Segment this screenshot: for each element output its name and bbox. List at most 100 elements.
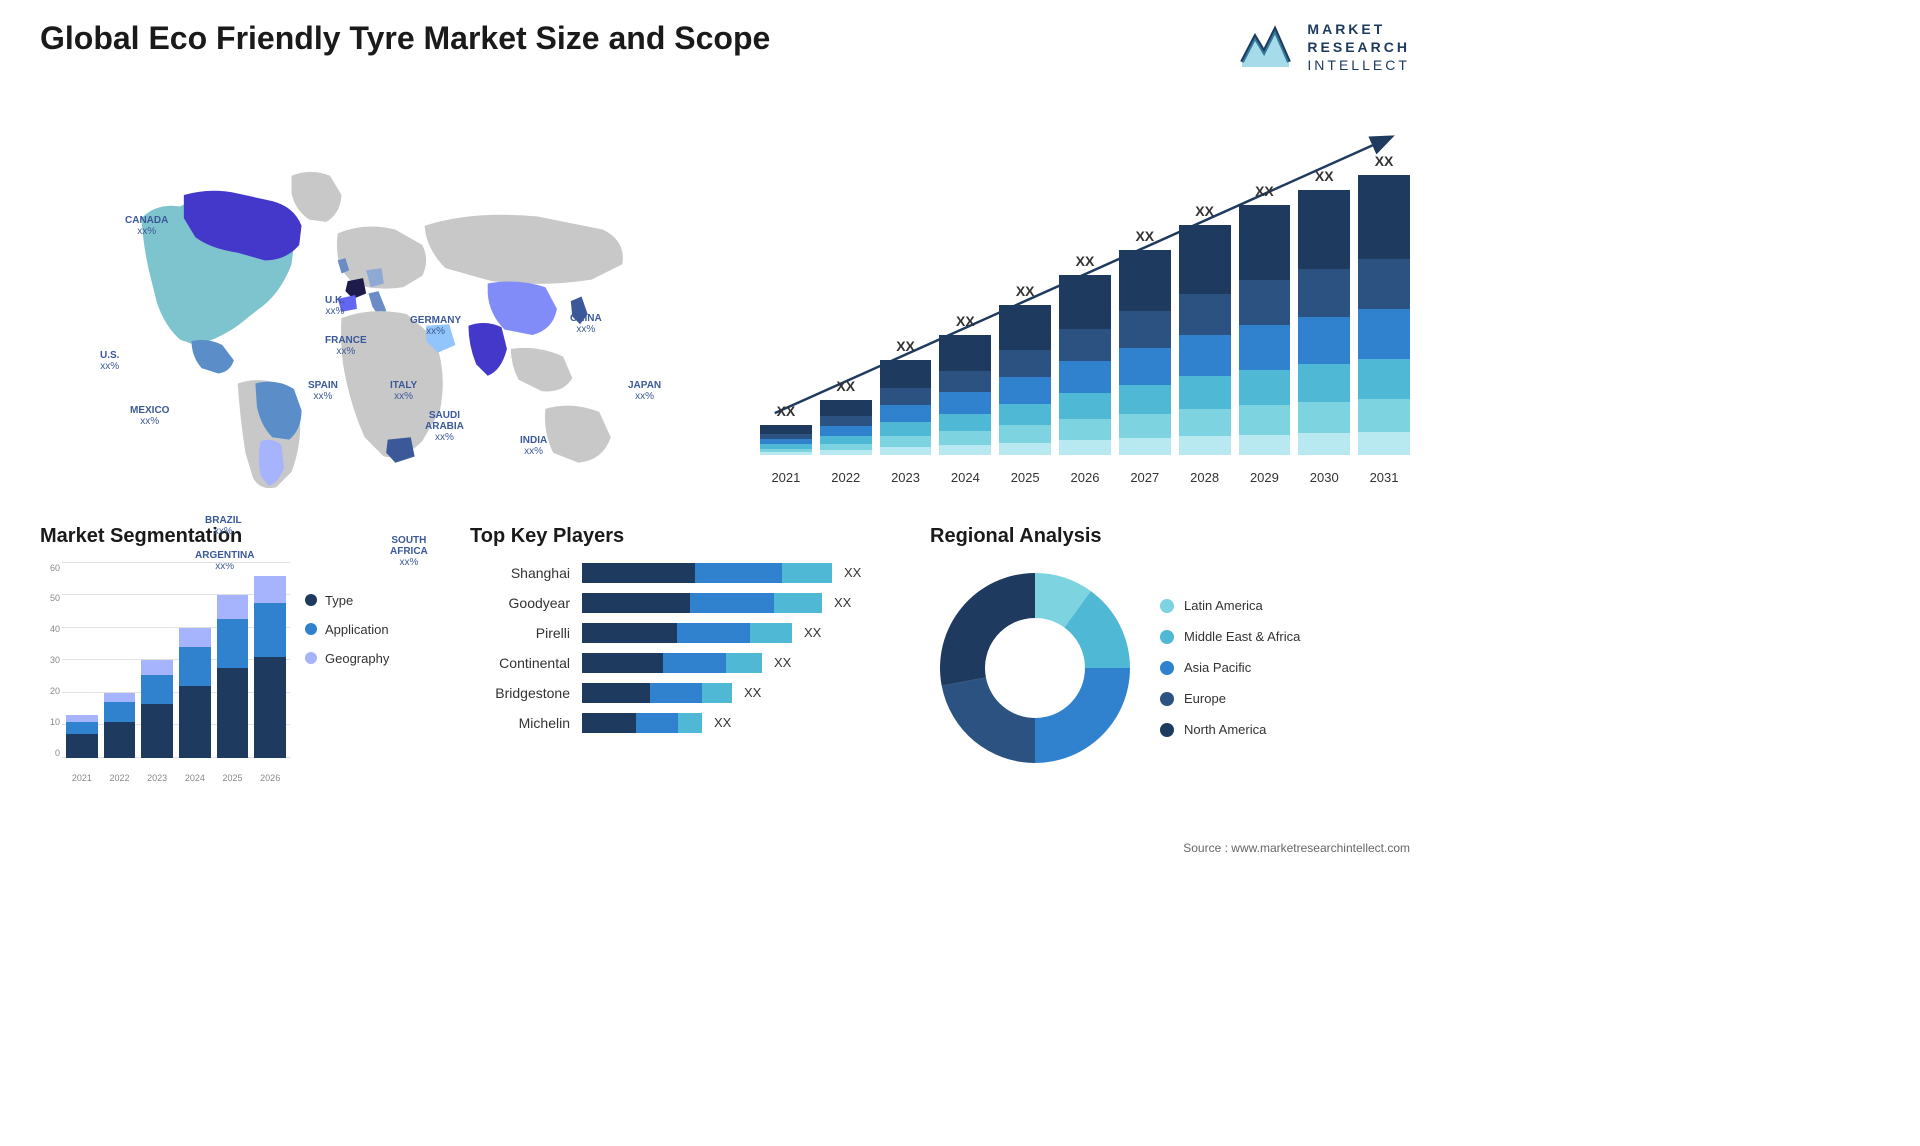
- player-bar: [582, 653, 762, 673]
- player-bar: [582, 713, 702, 733]
- logo: MARKET RESEARCH INTELLECT: [1237, 20, 1410, 75]
- growth-bar-value: XX: [760, 403, 812, 419]
- player-name: Shanghai: [470, 565, 570, 581]
- growth-bar: XX: [760, 425, 812, 455]
- seg-year-label: 2022: [104, 773, 136, 783]
- donut-slice: [940, 573, 1035, 686]
- regional-section: Regional Analysis Latin America Middle Ea…: [930, 525, 1410, 783]
- segmentation-chart: 0102030405060 202120222023202420252026: [40, 563, 290, 783]
- player-bar: [582, 593, 822, 613]
- player-value: XX: [714, 715, 731, 730]
- growth-year-label: 2025: [999, 470, 1051, 485]
- seg-bar: [217, 595, 249, 758]
- player-row: ContinentalXX: [470, 653, 900, 673]
- growth-bar-value: XX: [880, 338, 932, 354]
- growth-year-label: 2027: [1119, 470, 1171, 485]
- regional-legend-item: Middle East & Africa: [1160, 629, 1300, 644]
- map-label: SPAINxx%: [308, 380, 338, 402]
- growth-year-label: 2029: [1239, 470, 1291, 485]
- growth-bar: XX: [939, 335, 991, 455]
- seg-bar: [104, 693, 136, 758]
- world-map-section: CANADAxx%U.S.xx%MEXICOxx%BRAZILxx%ARGENT…: [40, 95, 720, 495]
- seg-legend-item: Application: [305, 622, 389, 637]
- growth-bar-value: XX: [999, 283, 1051, 299]
- world-map: [40, 95, 720, 495]
- key-players-title: Top Key Players: [470, 525, 900, 548]
- player-name: Bridgestone: [470, 685, 570, 701]
- player-value: XX: [804, 625, 821, 640]
- growth-year-label: 2023: [880, 470, 932, 485]
- map-label: CHINAxx%: [570, 313, 602, 335]
- map-region-sea: [511, 347, 573, 391]
- segmentation-legend: Type Application Geography: [305, 563, 389, 783]
- growth-year-label: 2030: [1298, 470, 1350, 485]
- map-label: ITALYxx%: [390, 380, 417, 402]
- growth-bar: XX: [1119, 250, 1171, 455]
- seg-bar: [66, 715, 98, 757]
- growth-bar-value: XX: [1059, 253, 1111, 269]
- map-region-russia: [425, 214, 623, 283]
- map-label: MEXICOxx%: [130, 405, 169, 427]
- player-bar: [582, 563, 832, 583]
- map-region-greenland: [292, 171, 342, 221]
- player-row: Michelin XX: [470, 713, 900, 733]
- map-region-mexico: [192, 339, 234, 373]
- growth-chart-section: XXXXXXXXXXXXXXXXXXXXXX 20212022202320242…: [760, 95, 1410, 495]
- seg-year-label: 2023: [141, 773, 173, 783]
- map-label: SOUTHAFRICAxx%: [390, 535, 428, 568]
- growth-bar-value: XX: [939, 313, 991, 329]
- player-row: Goodyear XX: [470, 593, 900, 613]
- seg-bar: [254, 576, 286, 758]
- source-attribution: Source : www.marketresearchintellect.com: [1183, 841, 1410, 855]
- growth-bar: XX: [1358, 175, 1410, 455]
- map-label: JAPANxx%: [628, 380, 661, 402]
- logo-line1: MARKET: [1307, 20, 1410, 38]
- regional-donut: [930, 563, 1140, 773]
- segmentation-section: Market Segmentation 0102030405060 202120…: [40, 525, 440, 783]
- map-region-france: [345, 278, 366, 299]
- player-value: XX: [744, 685, 761, 700]
- growth-year-label: 2022: [820, 470, 872, 485]
- growth-year-label: 2026: [1059, 470, 1111, 485]
- donut-slice: [1035, 668, 1130, 763]
- seg-bar: [141, 660, 173, 758]
- player-name: Michelin: [470, 715, 570, 731]
- regional-legend-item: North America: [1160, 722, 1300, 737]
- map-label: INDIAxx%: [520, 435, 547, 457]
- seg-year-label: 2024: [179, 773, 211, 783]
- growth-bar-value: XX: [1239, 183, 1291, 199]
- growth-bar: XX: [1059, 275, 1111, 455]
- growth-year-label: 2031: [1358, 470, 1410, 485]
- seg-legend-item: Geography: [305, 651, 389, 666]
- growth-bar-value: XX: [1179, 203, 1231, 219]
- growth-year-label: 2021: [760, 470, 812, 485]
- player-row: Pirelli XX: [470, 623, 900, 643]
- player-name: Pirelli: [470, 625, 570, 641]
- seg-bar: [179, 628, 211, 758]
- map-region-australia: [545, 405, 611, 462]
- logo-icon: [1237, 22, 1297, 72]
- map-label: SAUDIARABIAxx%: [425, 410, 464, 443]
- growth-bar-value: XX: [1358, 153, 1410, 169]
- map-label: BRAZILxx%: [205, 515, 242, 537]
- growth-bar: XX: [880, 360, 932, 455]
- regional-legend-item: Latin America: [1160, 598, 1300, 613]
- regional-title: Regional Analysis: [930, 525, 1410, 548]
- key-players-section: Top Key Players ShanghaiXXGoodyearXXPire…: [470, 525, 900, 783]
- player-bar: [582, 683, 732, 703]
- regional-legend-item: Asia Pacific: [1160, 660, 1300, 675]
- seg-year-label: 2026: [254, 773, 286, 783]
- growth-bar: XX: [820, 400, 872, 455]
- logo-line2: RESEARCH: [1307, 38, 1410, 56]
- player-name: Goodyear: [470, 595, 570, 611]
- seg-year-label: 2021: [66, 773, 98, 783]
- player-value: XX: [834, 595, 851, 610]
- seg-legend-item: Type: [305, 593, 389, 608]
- player-bar: [582, 623, 792, 643]
- growth-bar-value: XX: [1298, 168, 1350, 184]
- growth-year-label: 2024: [939, 470, 991, 485]
- map-region-safrica: [386, 437, 414, 462]
- player-value: XX: [774, 655, 791, 670]
- player-row: ShanghaiXX: [470, 563, 900, 583]
- regional-legend: Latin America Middle East & Africa Asia Pa…: [1160, 598, 1300, 737]
